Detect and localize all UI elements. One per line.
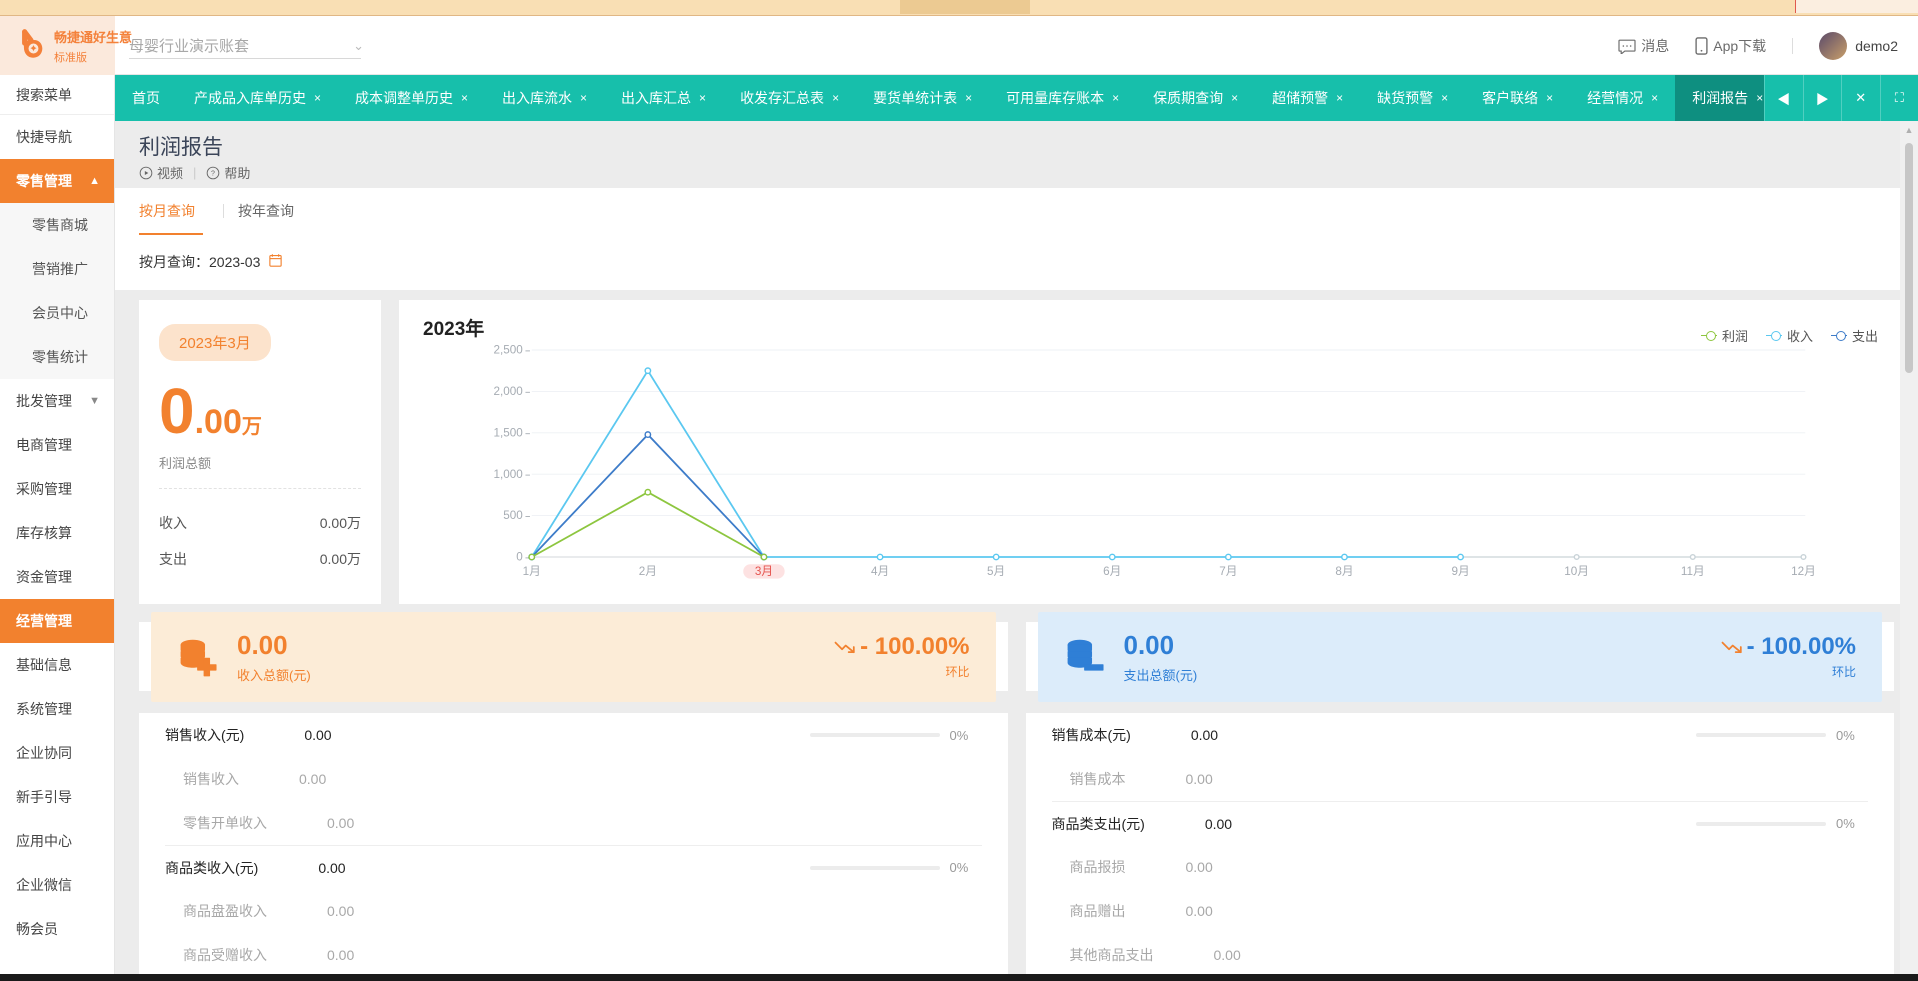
svg-text:2,000: 2,000 bbox=[494, 385, 524, 398]
svg-text:5月: 5月 bbox=[987, 565, 1005, 578]
svg-text:3月: 3月 bbox=[755, 565, 773, 578]
svg-text:1月: 1月 bbox=[523, 565, 541, 578]
svg-text:2月: 2月 bbox=[639, 565, 657, 578]
svg-text:8月: 8月 bbox=[1335, 565, 1353, 578]
svg-text:10月: 10月 bbox=[1564, 565, 1589, 578]
svg-text:4月: 4月 bbox=[871, 565, 889, 578]
svg-text:6月: 6月 bbox=[1103, 565, 1121, 578]
svg-text:1,500: 1,500 bbox=[494, 426, 524, 439]
svg-text:0: 0 bbox=[516, 551, 523, 564]
svg-text:9月: 9月 bbox=[1451, 565, 1469, 578]
svg-text:500: 500 bbox=[503, 509, 523, 522]
svg-text:7月: 7月 bbox=[1219, 565, 1237, 578]
svg-text:1,000: 1,000 bbox=[494, 468, 524, 481]
svg-text:?: ? bbox=[211, 170, 215, 177]
svg-text:12月: 12月 bbox=[1791, 565, 1816, 578]
svg-text:2,500: 2,500 bbox=[494, 344, 524, 357]
svg-text:11月: 11月 bbox=[1681, 565, 1705, 578]
